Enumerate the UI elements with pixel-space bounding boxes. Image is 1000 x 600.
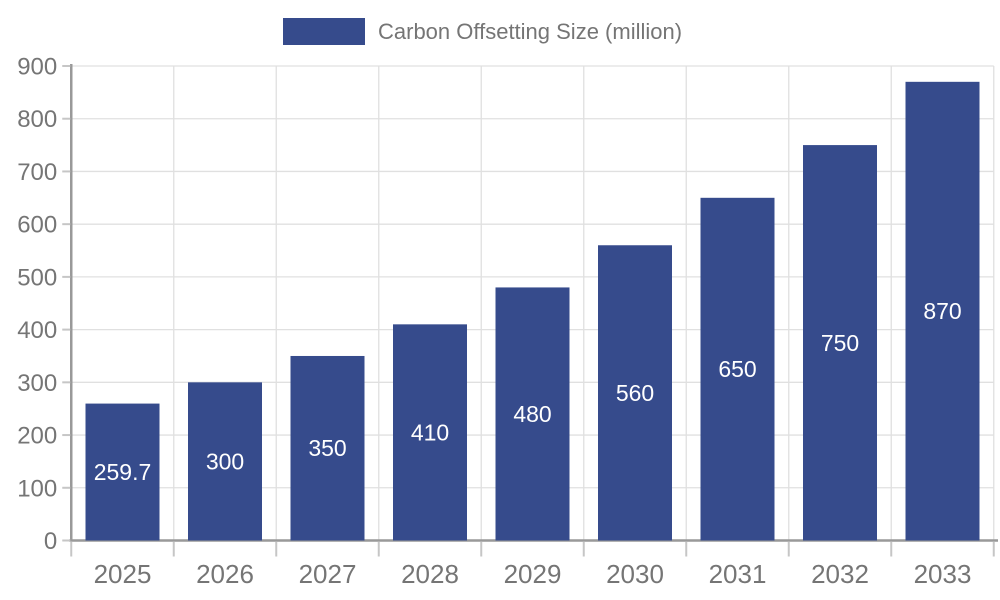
bar-value-label: 480	[513, 401, 551, 427]
axes: 0 100 200 300 400 500 600 700 800 900	[17, 54, 998, 557]
x-axis-tick-label: 2025	[94, 559, 152, 589]
bar-2027[interactable]	[290, 355, 365, 541]
y-axis-tick-label: 600	[17, 212, 57, 239]
x-axis-tick-label: 2032	[811, 559, 869, 589]
bar-2025[interactable]	[85, 403, 160, 541]
x-axis-tick-label: 2029	[504, 559, 562, 589]
bar-2030[interactable]	[598, 245, 672, 541]
grid	[71, 65, 995, 541]
y-axis-tick-label: 800	[17, 106, 57, 133]
legend[interactable]: Carbon Offsetting Size (million)	[283, 18, 682, 45]
bar-value-label: 870	[923, 298, 961, 324]
bar-value-label: 750	[821, 330, 859, 356]
bar-2029[interactable]	[495, 287, 570, 541]
bar-value-label: 300	[206, 448, 244, 474]
x-axis-tick-label: 2026	[196, 559, 254, 589]
x-axis-tick-label: 2028	[401, 559, 459, 589]
bar-2028[interactable]	[393, 324, 467, 541]
y-axis-tick-label: 0	[44, 528, 57, 555]
bar-value-label: 650	[718, 356, 756, 382]
y-axis-tick-label: 400	[17, 317, 57, 344]
x-axis-tick-label: 2033	[914, 559, 972, 589]
bar-value-label: 259.7	[94, 459, 152, 485]
bar-value-label: 410	[411, 419, 449, 445]
x-axis-tick-label: 2027	[299, 559, 357, 589]
bar-2031[interactable]	[700, 197, 775, 541]
bar-value-label: 350	[308, 435, 346, 461]
y-axis-tick-label: 100	[17, 475, 57, 502]
y-axis-tick-label: 200	[17, 423, 57, 450]
y-axis-tick-label: 700	[17, 159, 57, 186]
labels: 2025 2026 2027 2028 2029 2030 2031 2032 2033 259.…	[94, 298, 972, 589]
y-axis-tick-label: 500	[17, 264, 57, 291]
legend-label[interactable]: Carbon Offsetting Size (million)	[378, 19, 682, 44]
bar-value-label: 560	[616, 380, 654, 406]
bar-2032[interactable]	[803, 145, 877, 541]
bar-2026[interactable]	[188, 382, 262, 541]
x-axis-tick-label: 2031	[709, 559, 767, 589]
x-axis-tick-label: 2030	[606, 559, 664, 589]
legend-swatch[interactable]	[283, 18, 365, 45]
bars	[85, 81, 980, 541]
y-axis-tick-label: 900	[17, 54, 57, 81]
bar-2033[interactable]	[905, 81, 980, 541]
y-axis-tick-label: 300	[17, 370, 57, 397]
